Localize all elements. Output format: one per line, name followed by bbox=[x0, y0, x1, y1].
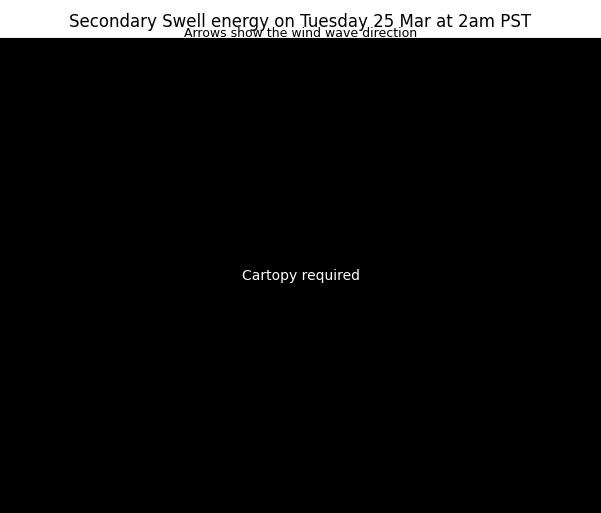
Text: Arrows show the wind wave direction: Arrows show the wind wave direction bbox=[184, 27, 417, 40]
Text: Cartopy required: Cartopy required bbox=[242, 269, 359, 283]
Text: Secondary Swell energy on Tuesday 25 Mar at 2am PST: Secondary Swell energy on Tuesday 25 Mar… bbox=[70, 13, 531, 31]
